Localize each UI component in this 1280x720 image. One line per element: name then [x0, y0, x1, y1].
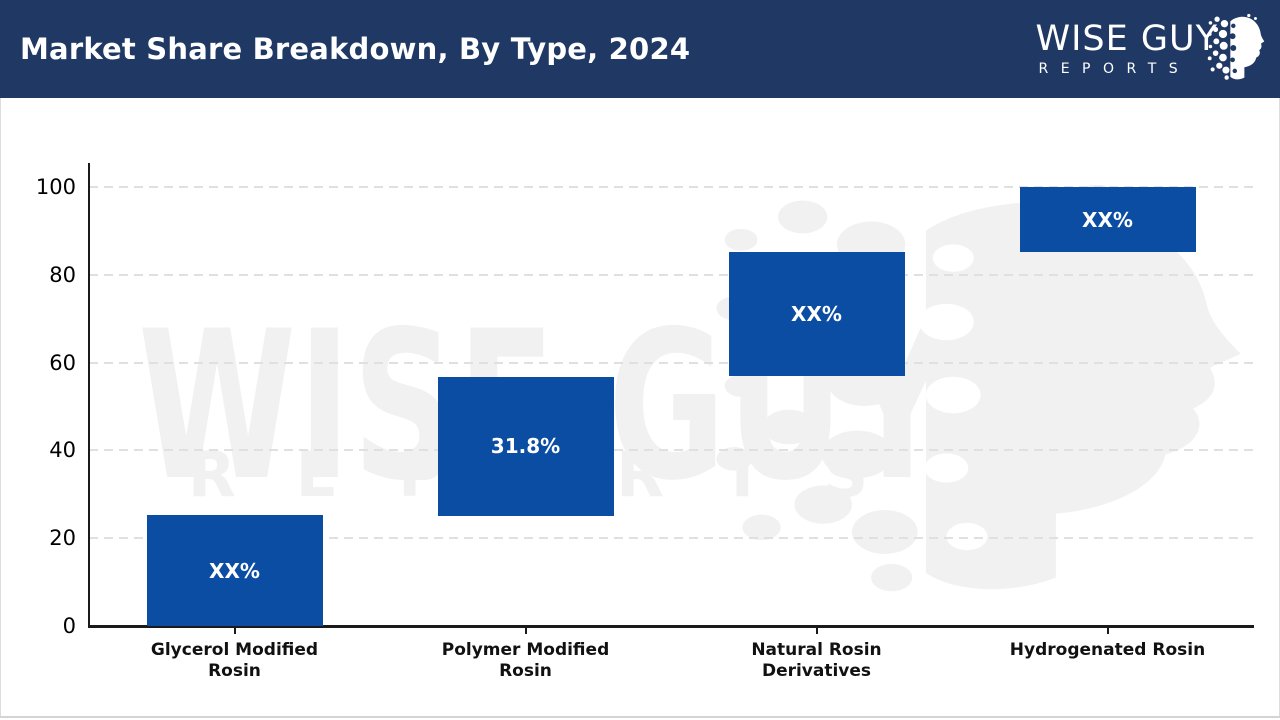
y-tick-label: 0 — [62, 614, 76, 638]
bar: XX% — [1019, 187, 1196, 253]
y-tick-label: 80 — [49, 262, 76, 287]
x-tick — [233, 626, 236, 634]
page-border-left — [0, 98, 1, 717]
gridline — [89, 361, 1253, 364]
gridline — [89, 186, 1253, 188]
page-border-bottom — [0, 716, 1280, 718]
y-axis-line — [88, 163, 90, 627]
category-label: Natural Rosin Derivatives — [751, 640, 882, 681]
page-title: Market Share Breakdown, By Type, 2024 — [20, 32, 691, 66]
category-label: Polymer Modified Rosin — [441, 640, 610, 681]
bar: 31.8% — [437, 376, 614, 517]
y-tick-label: 20 — [49, 526, 76, 551]
bar-label: XX% — [791, 302, 842, 327]
bar-label: XX% — [209, 558, 260, 583]
category-label: Hydrogenated Rosin — [1009, 640, 1206, 660]
wiseguy-face-icon — [1207, 13, 1265, 80]
gridline — [89, 537, 1253, 540]
bar-label: XX% — [1082, 207, 1133, 232]
gridline — [89, 449, 1253, 452]
bar-label: 31.8% — [490, 434, 561, 459]
y-tick-label: 100 — [35, 175, 76, 199]
logo-text: WISE GUY REPORTS — [1035, 20, 1218, 77]
header: Market Share Breakdown, By Type, 2024 WI… — [0, 0, 1280, 98]
y-tick-label: 40 — [49, 438, 76, 463]
logo-wordmark: WISE GUY — [1035, 18, 1218, 59]
logo-subtitle: REPORTS — [1038, 60, 1191, 77]
x-tick — [815, 626, 818, 634]
bar: XX% — [146, 515, 323, 626]
x-tick — [1106, 626, 1109, 634]
wiseguy-logo: WISE GUY REPORTS — [1035, 8, 1268, 88]
wiseguy-face-watermark — [716, 185, 1241, 592]
bar: XX% — [728, 252, 905, 376]
category-label: Glycerol Modified Rosin — [150, 640, 319, 681]
x-axis-line — [88, 625, 1254, 628]
x-tick — [524, 626, 527, 634]
gridline — [89, 273, 1253, 276]
y-tick-label: 60 — [49, 350, 76, 375]
